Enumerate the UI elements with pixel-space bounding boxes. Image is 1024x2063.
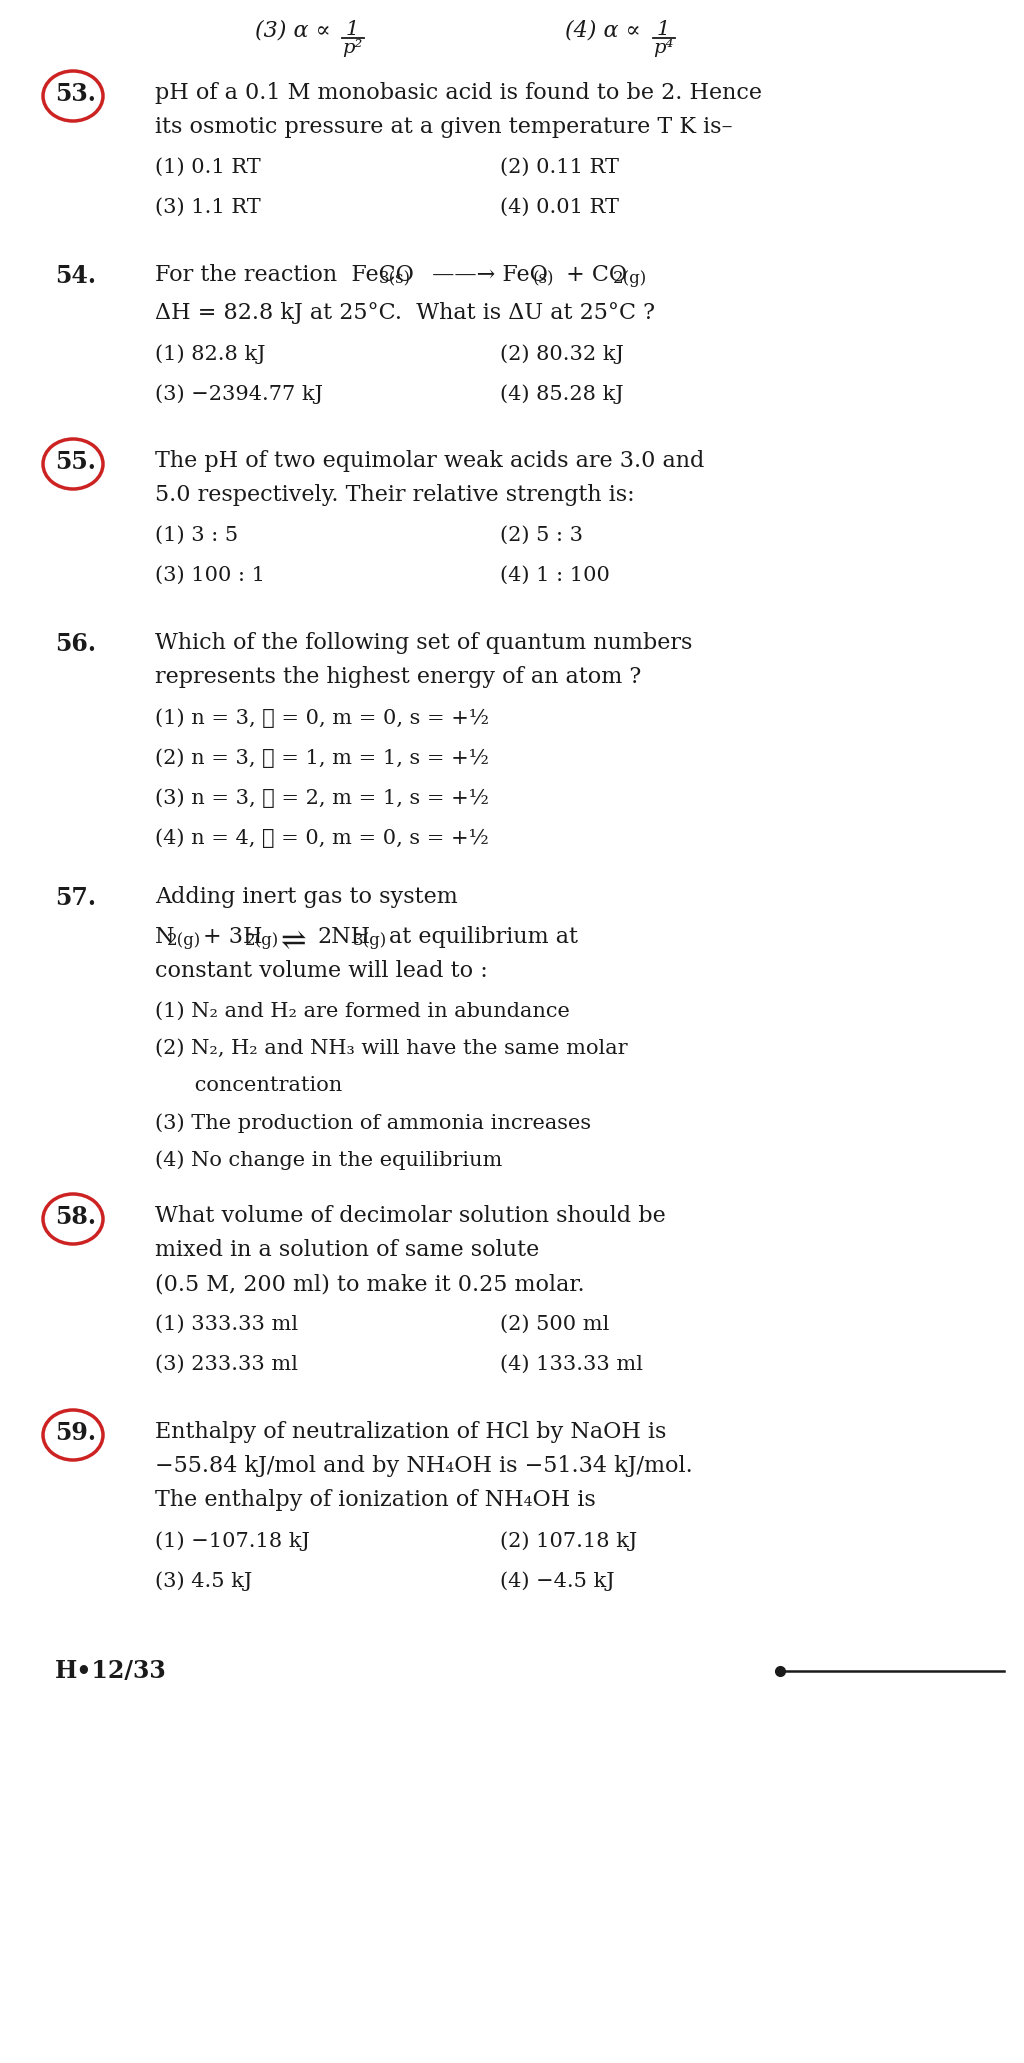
Text: its osmotic pressure at a given temperature T K is–: its osmotic pressure at a given temperat…	[155, 116, 732, 138]
Text: (4) No change in the equilibrium: (4) No change in the equilibrium	[155, 1149, 503, 1170]
Text: at equilibrium at: at equilibrium at	[389, 926, 578, 949]
Text: p⁴: p⁴	[653, 39, 674, 56]
Text: (4) n = 4, ℓ = 0, m = 0, s = +½: (4) n = 4, ℓ = 0, m = 0, s = +½	[155, 827, 488, 848]
Text: 2NH: 2NH	[317, 926, 370, 949]
Text: pH of a 0.1 M monobasic acid is found to be 2. Hence: pH of a 0.1 M monobasic acid is found to…	[155, 83, 762, 103]
Text: (4) 133.33 ml: (4) 133.33 ml	[500, 1355, 643, 1374]
Text: (2) 5 : 3: (2) 5 : 3	[500, 526, 583, 545]
Text: (1) 333.33 ml: (1) 333.33 ml	[155, 1314, 298, 1335]
Text: The pH of two equimolar weak acids are 3.0 and: The pH of two equimolar weak acids are 3…	[155, 450, 705, 472]
Text: For the reaction  FeCO: For the reaction FeCO	[155, 264, 414, 287]
Text: Adding inert gas to system: Adding inert gas to system	[155, 885, 458, 908]
Text: 56.: 56.	[55, 631, 96, 656]
Text: 53.: 53.	[55, 83, 96, 105]
Text: mixed in a solution of same solute: mixed in a solution of same solute	[155, 1240, 540, 1260]
Text: 57.: 57.	[55, 885, 96, 910]
Text: N: N	[155, 926, 174, 949]
Text: The enthalpy of ionization of NH₄OH is: The enthalpy of ionization of NH₄OH is	[155, 1489, 596, 1510]
Text: 1: 1	[346, 21, 359, 39]
Text: p²: p²	[342, 39, 362, 56]
Text: (3) α ∝: (3) α ∝	[255, 21, 331, 41]
Text: 55.: 55.	[55, 450, 96, 474]
Text: H•12/33: H•12/33	[55, 1659, 167, 1683]
Text: (4) 1 : 100: (4) 1 : 100	[500, 565, 610, 586]
Text: (2) 107.18 kJ: (2) 107.18 kJ	[500, 1531, 637, 1551]
Text: represents the highest energy of an atom ?: represents the highest energy of an atom…	[155, 666, 641, 687]
Text: What volume of decimolar solution should be: What volume of decimolar solution should…	[155, 1205, 666, 1227]
Text: (4) α ∝: (4) α ∝	[565, 21, 641, 41]
Text: 54.: 54.	[55, 264, 96, 289]
Text: concentration: concentration	[155, 1077, 342, 1095]
Text: ——→ FeO: ——→ FeO	[425, 264, 548, 287]
Text: + CO: + CO	[559, 264, 627, 287]
Text: (1) −107.18 kJ: (1) −107.18 kJ	[155, 1531, 310, 1551]
Text: constant volume will lead to :: constant volume will lead to :	[155, 959, 487, 982]
Text: + 3H: + 3H	[203, 926, 262, 949]
Text: (3) The production of ammonia increases: (3) The production of ammonia increases	[155, 1114, 591, 1133]
Text: (3) 100 : 1: (3) 100 : 1	[155, 565, 265, 586]
Text: 2(g): 2(g)	[245, 932, 280, 949]
Text: (4) 85.28 kJ: (4) 85.28 kJ	[500, 384, 624, 404]
Text: ΔH = 82.8 kJ at 25°C.  What is ΔU at 25°C ?: ΔH = 82.8 kJ at 25°C. What is ΔU at 25°C…	[155, 301, 655, 324]
Text: (4) 0.01 RT: (4) 0.01 RT	[500, 198, 618, 217]
Text: (2) N₂, H₂ and NH₃ will have the same molar: (2) N₂, H₂ and NH₃ will have the same mo…	[155, 1040, 628, 1058]
Text: (2) 80.32 kJ: (2) 80.32 kJ	[500, 345, 624, 363]
Text: 58.: 58.	[55, 1205, 96, 1230]
Text: Enthalpy of neutralization of HCl by NaOH is: Enthalpy of neutralization of HCl by NaO…	[155, 1421, 667, 1442]
Text: 5.0 respectively. Their relative strength is:: 5.0 respectively. Their relative strengt…	[155, 485, 635, 505]
Text: (3) 4.5 kJ: (3) 4.5 kJ	[155, 1572, 252, 1591]
Text: 2(g): 2(g)	[167, 932, 202, 949]
Text: (3) −2394.77 kJ: (3) −2394.77 kJ	[155, 384, 323, 404]
Text: (1) 0.1 RT: (1) 0.1 RT	[155, 159, 261, 177]
Text: 1: 1	[657, 21, 671, 39]
Text: 3(g): 3(g)	[353, 932, 387, 949]
Text: (1) N₂ and H₂ are formed in abundance: (1) N₂ and H₂ are formed in abundance	[155, 1003, 570, 1021]
Text: (1) 82.8 kJ: (1) 82.8 kJ	[155, 345, 265, 363]
Text: 3(s): 3(s)	[379, 270, 411, 287]
Text: (3) 1.1 RT: (3) 1.1 RT	[155, 198, 261, 217]
Text: (1) 3 : 5: (1) 3 : 5	[155, 526, 239, 545]
Text: ⇌: ⇌	[281, 926, 306, 957]
Text: (s): (s)	[534, 270, 555, 287]
Text: (0.5 M, 200 ml) to make it 0.25 molar.: (0.5 M, 200 ml) to make it 0.25 molar.	[155, 1273, 585, 1296]
Text: Which of the following set of quantum numbers: Which of the following set of quantum nu…	[155, 631, 692, 654]
Text: (2) 0.11 RT: (2) 0.11 RT	[500, 159, 618, 177]
Text: 2(g): 2(g)	[613, 270, 647, 287]
Text: −55.84 kJ/mol and by NH₄OH is −51.34 kJ/mol.: −55.84 kJ/mol and by NH₄OH is −51.34 kJ/…	[155, 1454, 693, 1477]
Text: (3) n = 3, ℓ = 2, m = 1, s = +½: (3) n = 3, ℓ = 2, m = 1, s = +½	[155, 788, 489, 809]
Text: (1) n = 3, ℓ = 0, m = 0, s = +½: (1) n = 3, ℓ = 0, m = 0, s = +½	[155, 708, 489, 728]
Text: (3) 233.33 ml: (3) 233.33 ml	[155, 1355, 298, 1374]
Text: (2) 500 ml: (2) 500 ml	[500, 1314, 609, 1335]
Text: 59.: 59.	[55, 1421, 96, 1444]
Text: (2) n = 3, ℓ = 1, m = 1, s = +½: (2) n = 3, ℓ = 1, m = 1, s = +½	[155, 749, 489, 767]
Text: (4) −4.5 kJ: (4) −4.5 kJ	[500, 1572, 614, 1591]
